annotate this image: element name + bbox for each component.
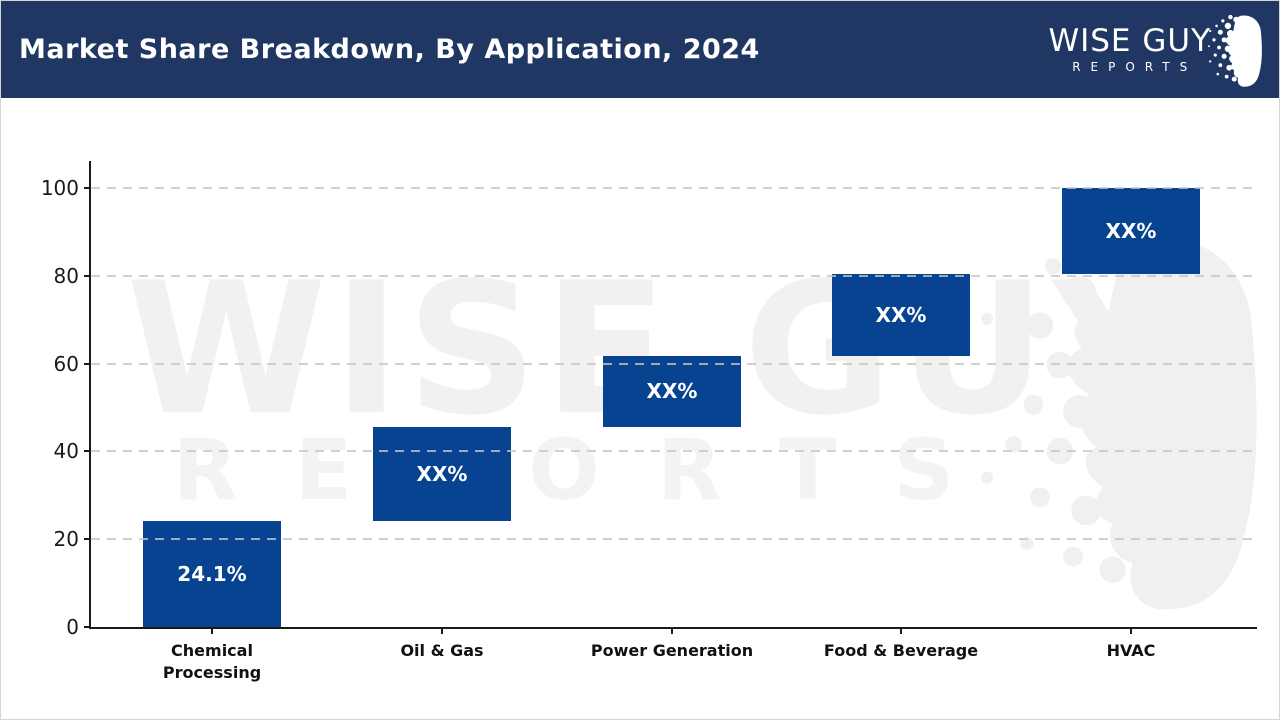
chart-area: WISE GUY R E P O R T S 0 20 40 60 80 100 24.1%… <box>1 98 1279 719</box>
bar-value-label: XX% <box>875 303 927 328</box>
gridline <box>91 187 1257 189</box>
x-tick-label: Oil & Gas <box>400 641 484 660</box>
y-axis <box>89 161 91 629</box>
logo-brand-text: WISE GUY <box>1048 23 1211 59</box>
logo-wordmark: WISE GUY REPORTS <box>1048 23 1211 74</box>
x-tick-mark <box>671 627 673 634</box>
bar: XX% <box>603 356 741 427</box>
y-tick-label: 80 <box>53 263 79 288</box>
bar-value-label: XX% <box>416 462 468 486</box>
bar: 24.1% <box>143 521 281 627</box>
y-tick-mark <box>84 187 91 189</box>
y-tick-label: 0 <box>66 615 79 639</box>
y-tick-label: 60 <box>53 351 79 376</box>
wiseguy-logo: WISE GUY REPORTS <box>1048 12 1265 88</box>
bar: XX% <box>1062 188 1200 275</box>
y-tick-label: 100 <box>40 176 79 200</box>
y-tick-mark <box>84 274 91 277</box>
y-tick-mark <box>84 626 91 628</box>
x-tick-label: HVAC <box>1106 641 1156 660</box>
dotted-head-icon <box>1207 14 1262 87</box>
y-tick-label: 20 <box>53 527 79 552</box>
x-tick-label: Chemical Processing <box>162 641 262 682</box>
gridline <box>91 450 1257 453</box>
bar: XX% <box>832 274 970 357</box>
x-tick-label: Power Generation <box>590 641 754 660</box>
x-tick-mark <box>1130 627 1132 634</box>
x-axis <box>89 627 1257 629</box>
plot-area: 0 20 40 60 80 100 24.1% Chemical Processing XX% O… <box>1 98 1279 719</box>
x-tick-mark <box>211 627 213 634</box>
gridline <box>91 274 1257 277</box>
x-tick-label: Food & Beverage <box>823 641 979 660</box>
x-tick-mark <box>441 627 443 634</box>
y-tick-mark <box>84 362 91 365</box>
logo-sub-text: REPORTS <box>1072 60 1198 74</box>
report-header: Market Share Breakdown, By Application, … <box>1 1 1279 98</box>
gridline <box>91 538 1257 541</box>
bar-value-label: XX% <box>646 379 698 404</box>
x-tick-mark <box>900 627 902 634</box>
gridline <box>91 362 1257 365</box>
bar-value-label: XX% <box>1105 219 1157 244</box>
y-tick-label: 40 <box>53 439 79 464</box>
bar: XX% <box>373 426 511 522</box>
y-tick-mark <box>84 450 91 453</box>
bar-value-label: 24.1% <box>177 562 247 587</box>
page-title: Market Share Breakdown, By Application, … <box>19 34 760 65</box>
y-tick-mark <box>84 538 91 541</box>
